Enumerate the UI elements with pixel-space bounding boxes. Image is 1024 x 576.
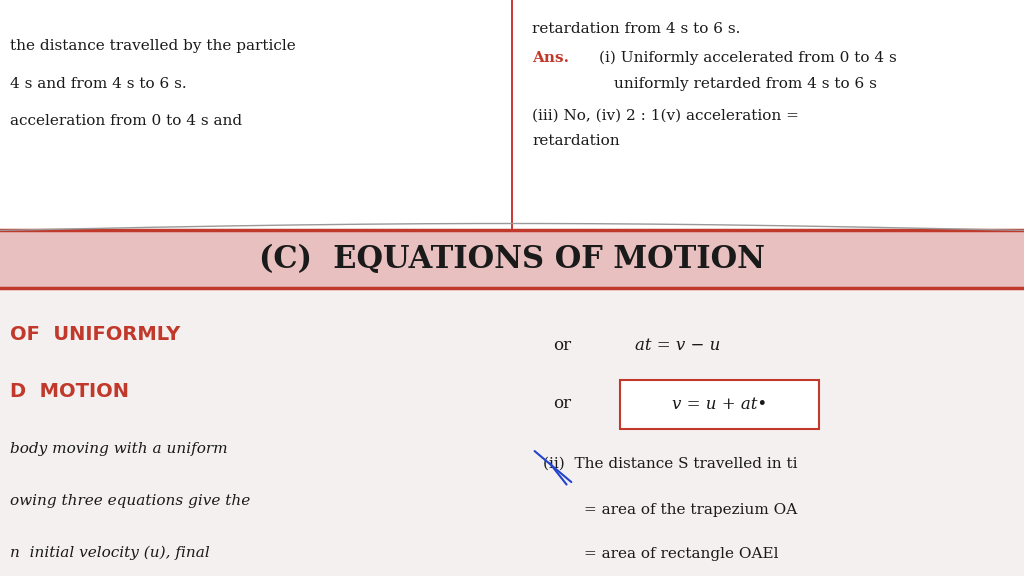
Bar [0, 0, 1024, 230]
Text: at = v − u: at = v − u [635, 337, 720, 354]
Text: or: or [553, 337, 571, 354]
Text: v = u + at•: v = u + at• [673, 396, 767, 413]
FancyBboxPatch shape [620, 380, 819, 429]
Text: or: or [553, 395, 571, 412]
Text: body moving with a uniform: body moving with a uniform [10, 442, 228, 456]
Text: 4 s and from 4 s to 6 s.: 4 s and from 4 s to 6 s. [10, 77, 186, 90]
Text: retardation from 4 s to 6 s.: retardation from 4 s to 6 s. [532, 22, 740, 36]
Text: D  MOTION: D MOTION [10, 382, 129, 401]
Text: (C)  EQUATIONS OF MOTION: (C) EQUATIONS OF MOTION [259, 244, 765, 275]
Text: uniformly retarded from 4 s to 6 s: uniformly retarded from 4 s to 6 s [614, 77, 878, 90]
Bar [0, 230, 1024, 288]
Text: (ii)  The distance S travelled in ti: (ii) The distance S travelled in ti [543, 457, 798, 471]
Text: (iii) No, (iv) 2 : 1(v) acceleration =: (iii) No, (iv) 2 : 1(v) acceleration = [532, 108, 800, 122]
Text: retardation: retardation [532, 134, 621, 148]
Text: Ans.: Ans. [532, 51, 569, 65]
Text: = area of the trapezium OA: = area of the trapezium OA [584, 503, 797, 517]
Text: the distance travelled by the particle: the distance travelled by the particle [10, 39, 296, 53]
Text: OF  UNIFORMLY: OF UNIFORMLY [10, 325, 180, 343]
Text: (i) Uniformly accelerated from 0 to 4 s: (i) Uniformly accelerated from 0 to 4 s [599, 51, 897, 65]
Text: = area of rectangle OAEl: = area of rectangle OAEl [584, 547, 778, 561]
Text: n  initial velocity (u), final: n initial velocity (u), final [10, 546, 210, 560]
Text: acceleration from 0 to 4 s and: acceleration from 0 to 4 s and [10, 114, 243, 128]
Text: owing three equations give the: owing three equations give the [10, 494, 251, 508]
